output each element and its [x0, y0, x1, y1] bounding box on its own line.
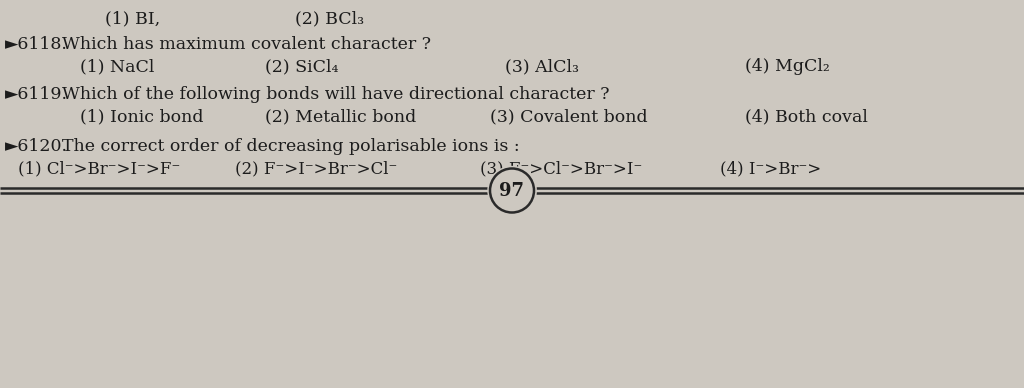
Text: 97: 97 — [500, 182, 524, 199]
Text: (1) Ionic bond: (1) Ionic bond — [80, 108, 204, 125]
Text: (4) Both coval: (4) Both coval — [745, 108, 868, 125]
Text: (1) BI,: (1) BI, — [105, 10, 160, 27]
Text: (2) F⁻>I⁻>Br⁻>Cl⁻: (2) F⁻>I⁻>Br⁻>Cl⁻ — [234, 160, 397, 177]
Text: (1) NaCl: (1) NaCl — [80, 58, 155, 75]
Text: Which of the following bonds will have directional character ?: Which of the following bonds will have d… — [62, 86, 609, 103]
Text: (3) Covalent bond: (3) Covalent bond — [490, 108, 647, 125]
Text: ►6118.: ►6118. — [5, 36, 68, 53]
Text: ►6120.: ►6120. — [5, 138, 68, 155]
Text: The correct order of decreasing polarisable ions is :: The correct order of decreasing polarisa… — [62, 138, 519, 155]
Text: (3) F⁻>Cl⁻>Br⁻>I⁻: (3) F⁻>Cl⁻>Br⁻>I⁻ — [480, 160, 642, 177]
Text: (4) MgCl₂: (4) MgCl₂ — [745, 58, 829, 75]
Text: (3) AlCl₃: (3) AlCl₃ — [505, 58, 579, 75]
Text: (2) Metallic bond: (2) Metallic bond — [265, 108, 416, 125]
Text: (2) BCl₃: (2) BCl₃ — [295, 10, 365, 27]
Text: ►6119.: ►6119. — [5, 86, 68, 103]
Text: (1) Cl⁻>Br⁻>I⁻>F⁻: (1) Cl⁻>Br⁻>I⁻>F⁻ — [18, 160, 180, 177]
Text: Which has maximum covalent character ?: Which has maximum covalent character ? — [62, 36, 431, 53]
Text: (2) SiCl₄: (2) SiCl₄ — [265, 58, 339, 75]
Circle shape — [488, 166, 536, 215]
Text: (4) I⁻>Br⁻>: (4) I⁻>Br⁻> — [720, 160, 821, 177]
